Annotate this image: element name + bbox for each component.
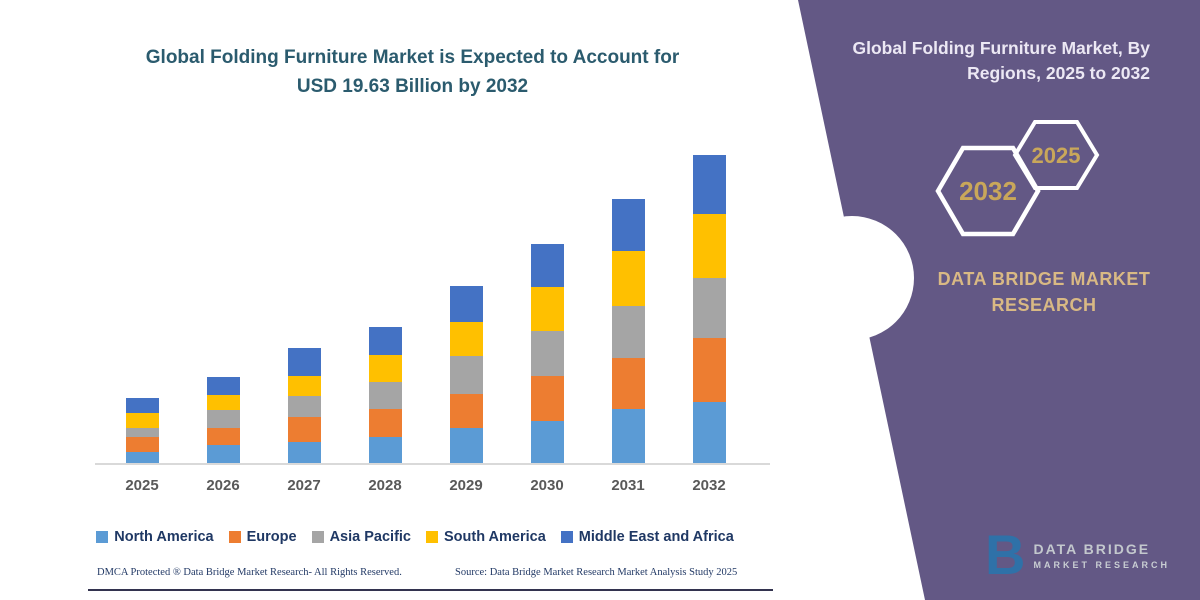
bar-segment bbox=[611, 409, 645, 464]
sidebar-heading: Global Folding Furniture Market, By Regi… bbox=[830, 36, 1150, 85]
x-axis-label: 2028 bbox=[368, 477, 402, 494]
bar-segment bbox=[530, 420, 564, 464]
legend-swatch-icon bbox=[426, 531, 438, 543]
bar-segment bbox=[692, 214, 726, 278]
bar-segment bbox=[287, 375, 321, 397]
source-note: Source: Data Bridge Market Research Mark… bbox=[455, 567, 738, 578]
footer-divider bbox=[88, 589, 773, 591]
bar-segment bbox=[125, 451, 159, 464]
bar-segment bbox=[530, 330, 564, 376]
bar-column-2030 bbox=[530, 244, 564, 464]
legend-label: Asia Pacific bbox=[329, 529, 411, 545]
bar-segment bbox=[692, 338, 726, 403]
bar-segment bbox=[368, 382, 402, 409]
bar-segment bbox=[287, 396, 321, 418]
bar-column-2025 bbox=[125, 398, 159, 464]
bar-segment bbox=[125, 412, 159, 428]
legend-item: Europe bbox=[228, 529, 297, 545]
bar-segment bbox=[449, 428, 483, 464]
bar-segment bbox=[692, 155, 726, 215]
hexagon-2032-label: 2032 bbox=[959, 176, 1017, 206]
bar-segment bbox=[206, 410, 240, 429]
bar-segment bbox=[368, 327, 402, 355]
bar-segment bbox=[206, 445, 240, 464]
hexagon-2032-outline bbox=[935, 145, 1041, 237]
legend-label: North America bbox=[114, 529, 214, 545]
brand-wordmark: DATA BRIDGE MARKET RESEARCH bbox=[918, 266, 1170, 318]
bar-column-2026 bbox=[206, 376, 240, 464]
bar-segment bbox=[530, 287, 564, 331]
x-axis-label: 2025 bbox=[125, 477, 159, 494]
sidebar-heading-line2: Regions, 2025 to 2032 bbox=[967, 62, 1150, 83]
x-axis-label: 2027 bbox=[287, 477, 321, 494]
bar-segment bbox=[368, 408, 402, 438]
x-axis-label: 2029 bbox=[449, 477, 483, 494]
legend-label: Europe bbox=[246, 529, 297, 545]
watermark-line2: MARKET RESEARCH bbox=[1033, 559, 1170, 570]
bar-segment bbox=[449, 322, 483, 357]
bar-column-2032 bbox=[692, 155, 726, 464]
legend-label: Middle East and Africa bbox=[578, 529, 734, 545]
bar-column-2029 bbox=[449, 286, 483, 464]
bar-segment bbox=[287, 417, 321, 443]
chart-title-line1: Global Folding Furniture Market is Expec… bbox=[145, 47, 680, 68]
bar-segment bbox=[692, 402, 726, 464]
legend-swatch-icon bbox=[560, 531, 573, 543]
hexagon-2025-outline bbox=[1012, 120, 1100, 190]
legend-swatch-icon bbox=[96, 531, 109, 543]
legend-item: Middle East and Africa bbox=[560, 529, 734, 545]
dmca-notice: DMCA Protected ® Data Bridge Market Rese… bbox=[97, 567, 402, 578]
bar-segment bbox=[692, 277, 726, 339]
decor-circle bbox=[790, 216, 914, 340]
hexagon-2025-label: 2025 bbox=[1032, 143, 1081, 168]
legend-swatch-icon bbox=[311, 531, 324, 543]
legend: North America Europe Asia Pacific South Ame… bbox=[60, 529, 770, 545]
bar-segment bbox=[206, 428, 240, 445]
bar-segment bbox=[611, 358, 645, 410]
bar-column-2028 bbox=[368, 327, 402, 464]
x-axis-label: 2030 bbox=[530, 477, 564, 494]
bar-segment bbox=[611, 250, 645, 306]
legend-item: North America bbox=[96, 529, 214, 545]
bar-segment bbox=[125, 427, 159, 437]
watermark-logo: B DATA BRIDGE MARKET RESEARCH bbox=[985, 516, 1167, 594]
bar-segment bbox=[530, 375, 564, 421]
bar-segment bbox=[449, 394, 483, 429]
brand-line1: DATA BRIDGE MARKET bbox=[937, 269, 1151, 289]
bar-column-2027 bbox=[287, 348, 321, 464]
legend-item: South America bbox=[426, 529, 546, 545]
sidebar-panel-shape bbox=[798, 0, 1200, 600]
legend-label: South America bbox=[444, 529, 546, 545]
bar-segment bbox=[287, 442, 321, 464]
watermark-line1: DATA BRIDGE bbox=[1033, 540, 1151, 557]
x-axis-label: 2032 bbox=[692, 477, 726, 494]
bar-segment bbox=[449, 356, 483, 395]
bar-column-2031 bbox=[611, 198, 645, 464]
bar-segment bbox=[611, 198, 645, 251]
chart-title: Global Folding Furniture Market is Expec… bbox=[95, 44, 730, 101]
bar-segment bbox=[287, 348, 321, 376]
bar-segment bbox=[368, 354, 402, 383]
brand-monogram-icon: B bbox=[985, 523, 1026, 586]
bar-segment bbox=[368, 437, 402, 464]
bar-segment bbox=[125, 436, 159, 452]
bar-segment bbox=[530, 244, 564, 288]
bar-segment bbox=[125, 398, 159, 413]
x-axis-label: 2026 bbox=[206, 477, 240, 494]
x-axis-line bbox=[95, 463, 770, 465]
bar-segment bbox=[611, 305, 645, 359]
legend-item: Asia Pacific bbox=[311, 529, 411, 545]
sidebar-heading-line1: Global Folding Furniture Market, By bbox=[852, 38, 1150, 58]
legend-swatch-icon bbox=[228, 531, 241, 543]
bar-segment bbox=[449, 286, 483, 323]
x-axis-label: 2031 bbox=[611, 477, 645, 494]
brand-line2: RESEARCH bbox=[991, 295, 1097, 316]
bar-segment bbox=[206, 376, 240, 396]
bar-segment bbox=[206, 395, 240, 411]
chart-title-line2: USD 19.63 Billion by 2032 bbox=[296, 75, 529, 97]
watermark-text: DATA BRIDGE MARKET RESEARCH bbox=[1033, 541, 1170, 570]
